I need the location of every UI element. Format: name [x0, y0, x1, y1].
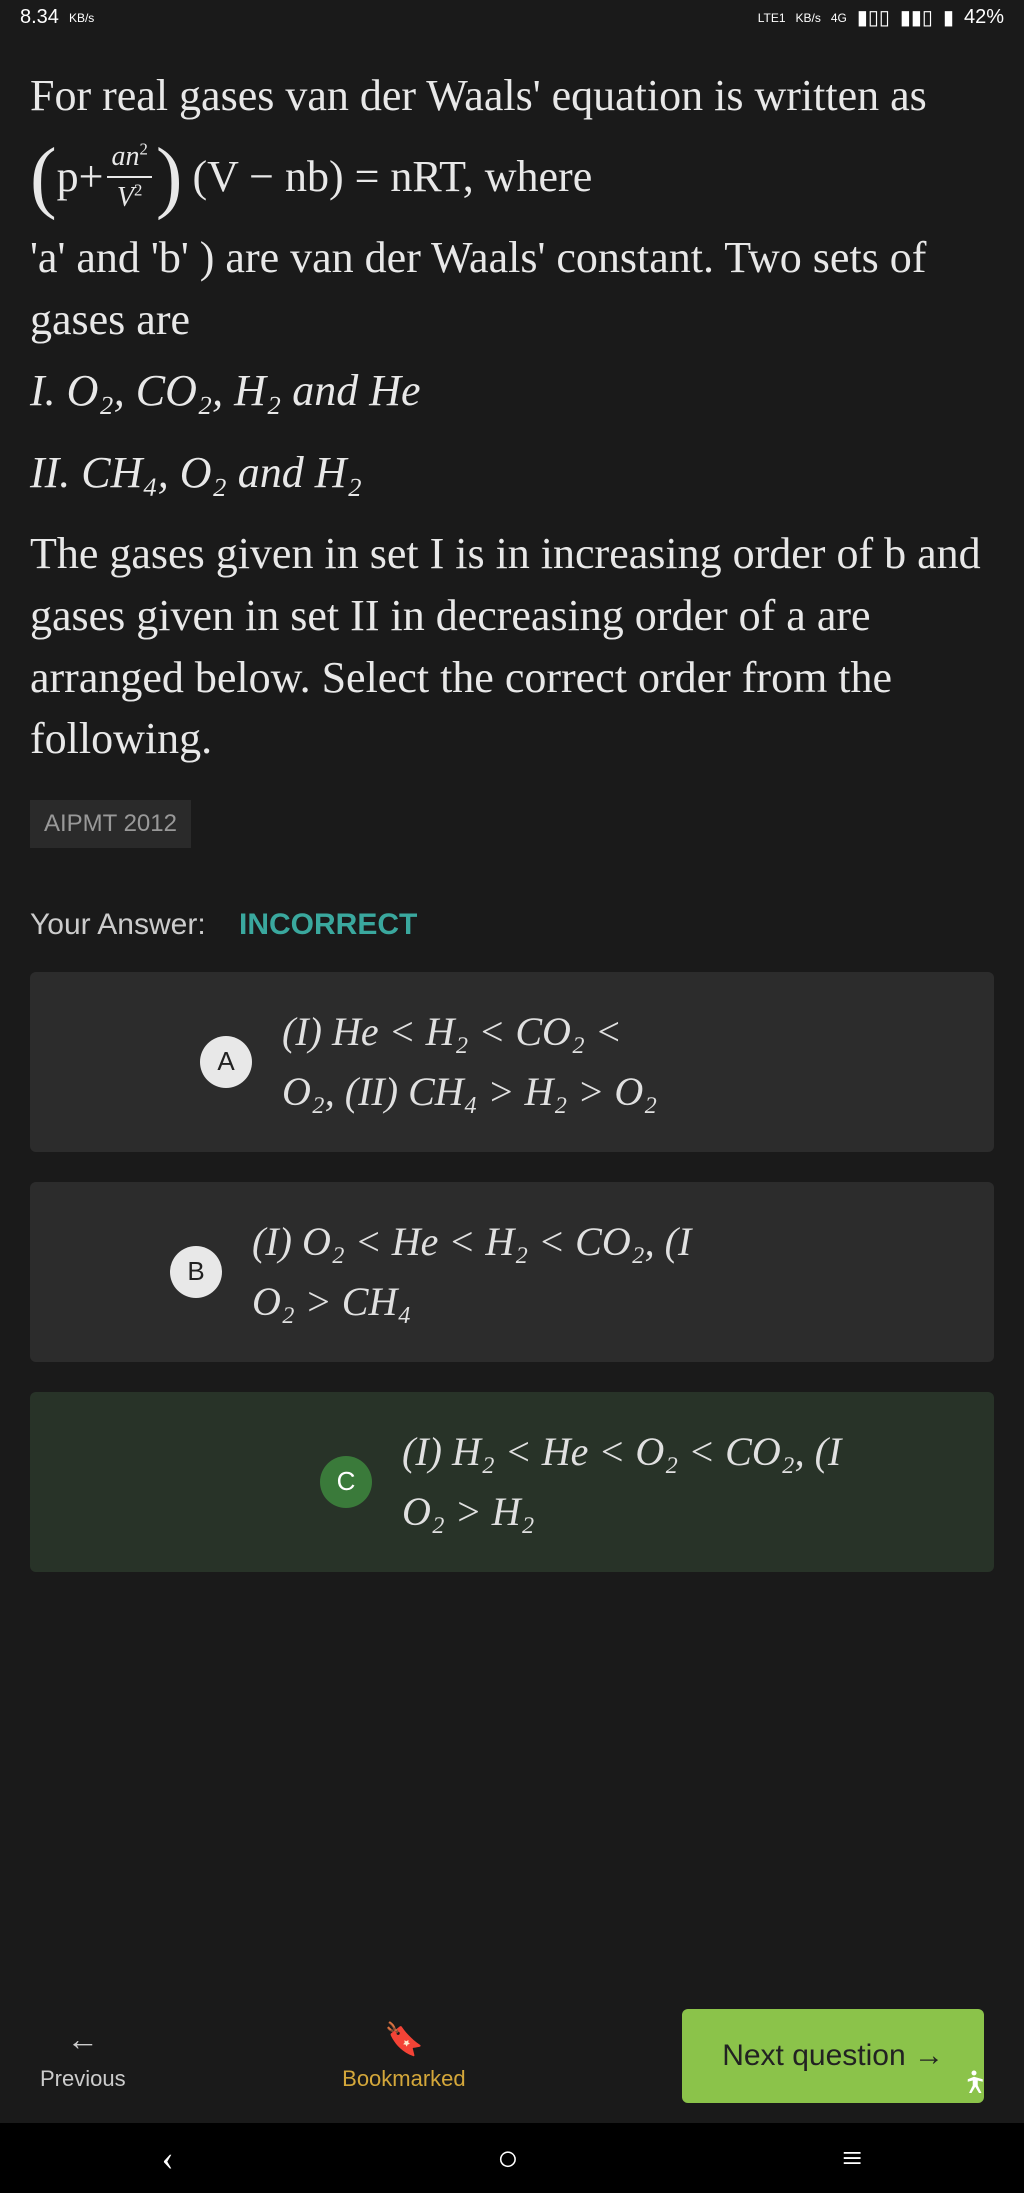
set-1: I. O₂, CO₂, H₂ and He [30, 360, 994, 422]
status-time: 8.34 [20, 6, 59, 29]
bookmark-icon: 🔖 [384, 2020, 424, 2058]
option-b[interactable]: B (I) O₂ < He < H₂ < CO₂, (I O₂ > CH₄ [30, 1182, 994, 1362]
status-bar: 8.34 KB/s LTE1 KB/s 4G ▮▯▯ ▮▮▯ ▮ 42% [0, 0, 1024, 35]
next-question-button[interactable]: Next question → [682, 2009, 984, 2103]
bookmark-button[interactable]: 🔖 Bookmarked [342, 2020, 466, 2092]
eq-rest: (V − nb) = nRT, where [193, 146, 593, 208]
option-c-badge: C [320, 1456, 372, 1508]
set-2: II. CH₄, O₂ and H₂ [30, 442, 994, 504]
eq-p: p [57, 146, 79, 208]
battery-icon: ▮ [943, 5, 954, 30]
bottom-bar: ← Previous 🔖 Bookmarked Next question → [0, 1989, 1024, 2123]
exam-tag: AIPMT 2012 [30, 800, 191, 848]
option-b-line1: (I) O₂ < He < H₂ < CO₂, (I [252, 1212, 974, 1272]
eq-den-sup: 2 [134, 180, 142, 199]
question-intro: For real gases van der Waals' equation i… [30, 65, 994, 127]
signal-icon-2: ▮▮▯ [900, 5, 933, 30]
option-a-text: (I) He < H₂ < CO₂ < O₂, (II) CH₄ > H₂ > … [212, 972, 994, 1152]
status-4g: 4G [831, 11, 847, 25]
question-line4: The gases given in set I is in increasin… [30, 523, 994, 769]
status-battery: 42% [964, 6, 1004, 29]
system-nav-bar: ‹ ○ ≡ [0, 2123, 1024, 2193]
option-a[interactable]: A (I) He < H₂ < CO₂ < O₂, (II) CH₄ > H₂ … [30, 972, 994, 1152]
option-b-line2: O₂ > CH₄ [252, 1272, 974, 1332]
option-c-line1: (I) H₂ < He < O₂ < CO₂, (I [402, 1422, 974, 1482]
signal-icon: ▮▯▯ [857, 5, 890, 30]
question-content: For real gases van der Waals' equation i… [0, 35, 1024, 868]
question-line3: 'a' and 'b' ) are van der Waals' constan… [30, 227, 994, 350]
answer-label: Your Answer: [30, 908, 206, 941]
accessibility-icon[interactable] [954, 2063, 994, 2103]
option-b-badge: B [170, 1246, 222, 1298]
status-speed2: KB/s [796, 11, 821, 25]
option-a-badge: A [200, 1036, 252, 1088]
status-network: LTE1 [758, 11, 786, 25]
equation: ( p + an2 V2 ) (V − nb) = nRT, where [30, 137, 994, 217]
previous-label: Previous [40, 2066, 126, 2092]
option-b-text: (I) O₂ < He < H₂ < CO₂, (I O₂ > CH₄ [182, 1182, 994, 1362]
arrow-left-icon: ← [67, 2021, 99, 2058]
nav-back-icon[interactable]: ‹ [162, 2137, 174, 2179]
option-c-line2: O₂ > H₂ [402, 1482, 974, 1542]
previous-button[interactable]: ← Previous [40, 2021, 126, 2092]
eq-den: V [117, 182, 134, 213]
eq-plus: + [79, 146, 104, 208]
eq-num: an [111, 141, 139, 172]
option-a-line2: O₂, (II) CH₄ > H₂ > O₂ [282, 1062, 974, 1122]
nav-recent-icon[interactable]: ≡ [842, 2137, 862, 2179]
eq-num-sup: 2 [139, 139, 147, 158]
option-a-line1: (I) He < H₂ < CO₂ < [282, 1002, 974, 1062]
option-c[interactable]: C (I) H₂ < He < O₂ < CO₂, (I O₂ > H₂ [30, 1392, 994, 1572]
nav-home-icon[interactable]: ○ [497, 2137, 519, 2179]
status-speed: KB/s [69, 11, 94, 25]
bookmark-label: Bookmarked [342, 2066, 466, 2092]
option-c-text: (I) H₂ < He < O₂ < CO₂, (I O₂ > H₂ [332, 1392, 994, 1572]
answer-status: INCORRECT [239, 908, 417, 941]
answer-row: Your Answer: INCORRECT [30, 908, 994, 942]
